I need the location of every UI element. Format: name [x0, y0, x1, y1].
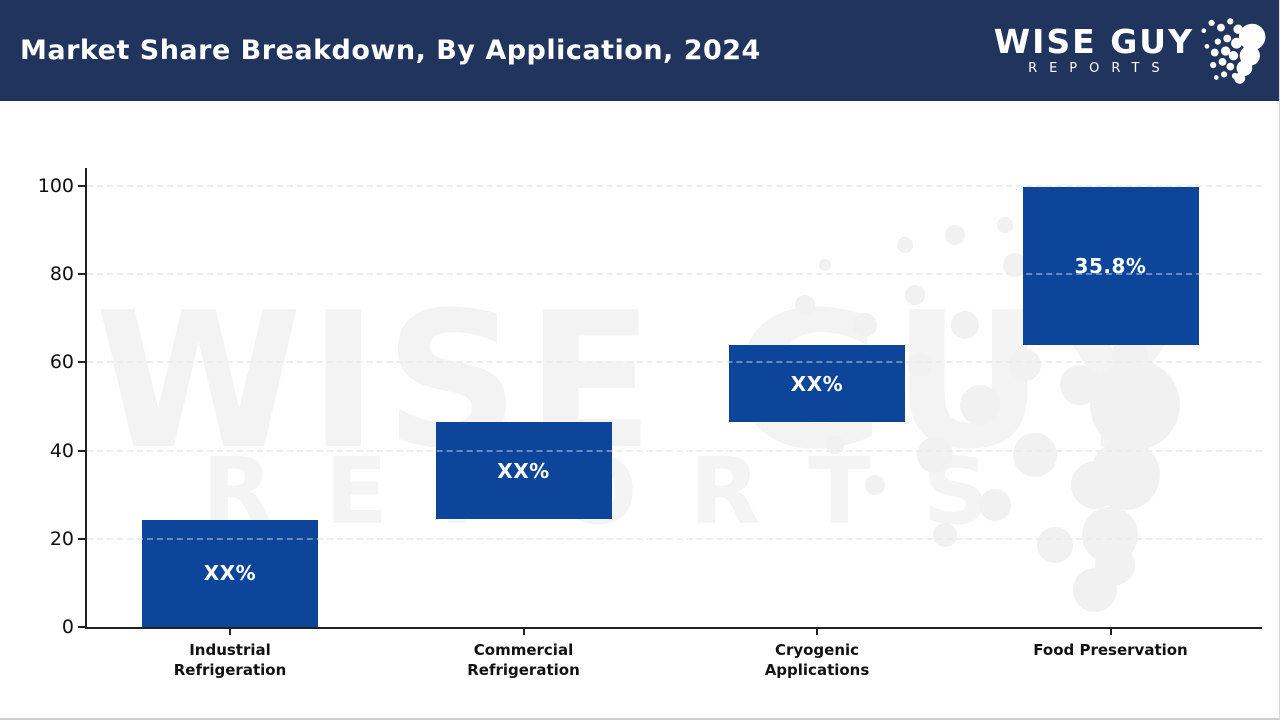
gridline — [87, 449, 1262, 452]
gridline — [87, 537, 1262, 540]
page-title: Market Share Breakdown, By Application, … — [20, 35, 761, 66]
gridline — [87, 185, 1262, 187]
logo-text: WISE GUY REPORTS — [993, 22, 1194, 77]
y-axis-line — [85, 168, 87, 629]
bar-value-label: XX% — [203, 561, 257, 586]
y-tick-label: 80 — [49, 263, 74, 286]
y-tickmark — [78, 185, 85, 187]
gridline-overlay — [87, 361, 1262, 364]
logo-wordmark: WISE GUY — [993, 22, 1194, 61]
y-tickmark — [78, 361, 85, 364]
x-category-label-line: Refrigeration — [467, 661, 580, 679]
x-category-label-line: Food Preservation — [1033, 641, 1188, 659]
gridline-overlay — [87, 537, 1262, 540]
x-tickmark — [1109, 629, 1112, 635]
x-category-label-line: Applications — [764, 661, 870, 679]
x-category-label-line: Industrial — [189, 641, 271, 659]
x-category-label-line: Refrigeration — [173, 661, 287, 679]
gridline — [87, 273, 1262, 276]
y-tick-label: 20 — [49, 527, 74, 550]
bar-value-label: XX% — [790, 371, 844, 396]
x-tickmark — [229, 629, 231, 635]
x-category-label: Commercial Refrigeration — [379, 640, 669, 680]
gridline-overlay — [87, 273, 1262, 276]
y-tick-label: 0 — [61, 616, 74, 638]
bar: XX% — [435, 422, 612, 519]
y-tick-label: 100 — [37, 175, 74, 197]
y-tick-label: 40 — [49, 439, 74, 462]
gridline-overlay — [87, 185, 1262, 187]
x-category-label-line: Commercial — [473, 641, 574, 659]
bar-value-label: XX% — [497, 458, 550, 483]
logo-face-icon — [1201, 17, 1266, 84]
x-tickmark — [522, 629, 525, 635]
bar: 35.8% — [1022, 186, 1199, 345]
x-axis-line — [85, 627, 1262, 629]
y-tickmark — [78, 626, 85, 628]
y-tickmark — [78, 273, 85, 276]
x-tickmark — [816, 629, 818, 635]
y-tickmark — [78, 449, 85, 452]
x-category-label: Industrial Refrigeration — [85, 640, 375, 680]
header-bar: Market Share Breakdown, By Application, … — [0, 0, 1279, 101]
x-category-label: Cryogenic Applications — [672, 640, 962, 680]
logo-subtitle: REPORTS — [1028, 61, 1172, 76]
gridline-overlay — [87, 449, 1262, 452]
y-tickmark — [78, 537, 85, 540]
x-category-label-line: Cryogenic — [774, 641, 860, 659]
bar: XX% — [142, 519, 318, 627]
y-tick-label: 60 — [49, 351, 74, 374]
gridline — [87, 361, 1262, 364]
wise-guy-reports-logo: WISE GUY REPORTS — [994, 0, 1274, 101]
x-category-label: Food Preservation — [966, 640, 1256, 660]
bar: XX% — [729, 344, 905, 423]
